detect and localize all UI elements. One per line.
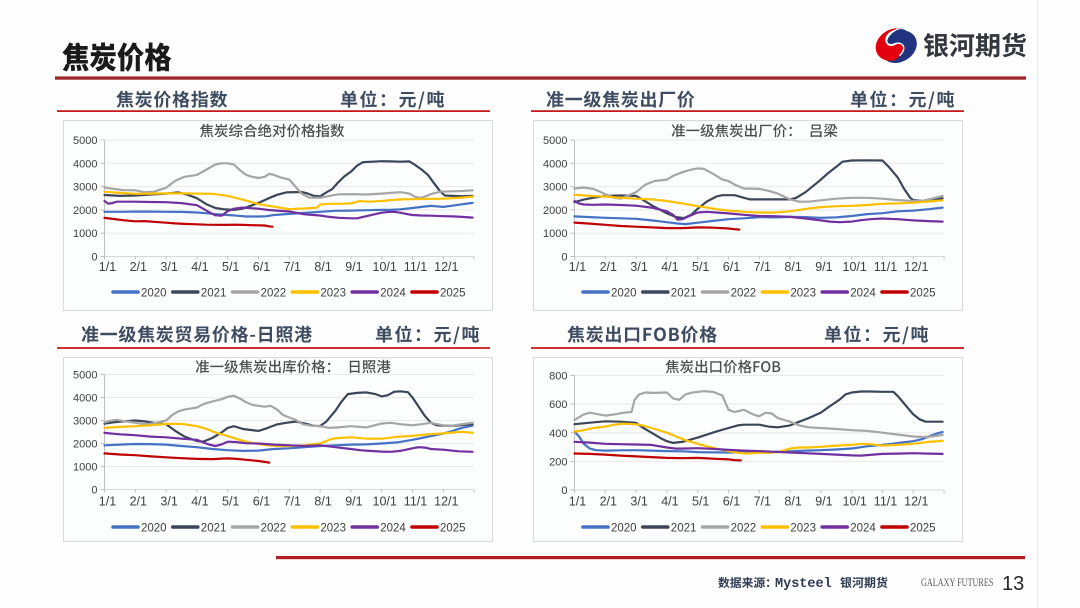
svg-text:7/1: 7/1 bbox=[284, 260, 301, 274]
svg-text:1/1: 1/1 bbox=[99, 260, 116, 274]
svg-text:2000: 2000 bbox=[543, 205, 567, 217]
svg-text:5/1: 5/1 bbox=[222, 495, 239, 509]
svg-text:2022: 2022 bbox=[731, 288, 757, 300]
svg-text:5/1: 5/1 bbox=[692, 495, 709, 509]
svg-text:2024: 2024 bbox=[850, 523, 876, 535]
svg-text:8/1: 8/1 bbox=[314, 495, 331, 509]
svg-text:0: 0 bbox=[561, 485, 567, 497]
svg-text:7/1: 7/1 bbox=[754, 260, 771, 274]
svg-text:12/1: 12/1 bbox=[904, 495, 928, 509]
svg-text:6/1: 6/1 bbox=[253, 495, 270, 509]
svg-text:11/1: 11/1 bbox=[874, 495, 897, 509]
svg-text:2023: 2023 bbox=[320, 288, 346, 300]
svg-text:2025: 2025 bbox=[910, 523, 936, 535]
svg-text:11/1: 11/1 bbox=[404, 260, 427, 274]
svg-text:400: 400 bbox=[549, 428, 567, 440]
svg-text:2020: 2020 bbox=[611, 288, 637, 300]
svg-text:2024: 2024 bbox=[850, 288, 876, 300]
svg-text:0: 0 bbox=[91, 485, 97, 497]
svg-text:6/1: 6/1 bbox=[723, 495, 740, 509]
svg-text:3/1: 3/1 bbox=[630, 260, 647, 274]
svg-text:4000: 4000 bbox=[543, 158, 567, 170]
svg-text:5000: 5000 bbox=[543, 135, 567, 147]
svg-text:9/1: 9/1 bbox=[345, 495, 362, 509]
svg-text:2023: 2023 bbox=[790, 523, 816, 535]
svg-text:7/1: 7/1 bbox=[284, 495, 301, 509]
svg-text:8/1: 8/1 bbox=[784, 495, 801, 509]
svg-text:10/1: 10/1 bbox=[843, 495, 867, 509]
svg-text:12/1: 12/1 bbox=[434, 260, 458, 274]
svg-text:12/1: 12/1 bbox=[904, 260, 928, 274]
svg-text:200: 200 bbox=[549, 456, 567, 468]
svg-text:3000: 3000 bbox=[73, 416, 97, 428]
svg-text:2022: 2022 bbox=[261, 523, 287, 535]
svg-text:3000: 3000 bbox=[543, 182, 567, 194]
svg-text:2020: 2020 bbox=[141, 523, 167, 535]
svg-text:2/1: 2/1 bbox=[600, 260, 617, 274]
svg-text:0: 0 bbox=[561, 252, 567, 264]
svg-text:9/1: 9/1 bbox=[815, 260, 832, 274]
svg-text:GALAXY FUTURES: GALAXY FUTURES bbox=[921, 577, 994, 590]
svg-text:10/1: 10/1 bbox=[373, 495, 397, 509]
svg-text:4/1: 4/1 bbox=[661, 260, 678, 274]
svg-text:0: 0 bbox=[91, 252, 97, 264]
svg-text:4000: 4000 bbox=[73, 393, 97, 405]
svg-text:6/1: 6/1 bbox=[723, 260, 740, 274]
svg-text:11/1: 11/1 bbox=[874, 260, 897, 274]
svg-text:3/1: 3/1 bbox=[160, 260, 177, 274]
svg-text:3/1: 3/1 bbox=[160, 495, 177, 509]
svg-text:2022: 2022 bbox=[731, 523, 757, 535]
svg-text:600: 600 bbox=[549, 399, 567, 411]
svg-text:2020: 2020 bbox=[611, 523, 637, 535]
svg-text:5000: 5000 bbox=[73, 135, 97, 147]
svg-text:5/1: 5/1 bbox=[222, 260, 239, 274]
svg-text:2025: 2025 bbox=[440, 523, 466, 535]
svg-text:8/1: 8/1 bbox=[314, 260, 331, 274]
svg-text:1000: 1000 bbox=[73, 228, 97, 240]
svg-text:1/1: 1/1 bbox=[569, 495, 586, 509]
svg-text:2/1: 2/1 bbox=[130, 260, 147, 274]
svg-text:3/1: 3/1 bbox=[630, 495, 647, 509]
svg-text:2022: 2022 bbox=[261, 288, 287, 300]
svg-text:Mysteel: Mysteel bbox=[775, 577, 832, 592]
svg-text:9/1: 9/1 bbox=[815, 495, 832, 509]
svg-text:7/1: 7/1 bbox=[754, 495, 771, 509]
svg-text:2024: 2024 bbox=[380, 288, 406, 300]
svg-text:2025: 2025 bbox=[910, 288, 936, 300]
svg-text:6/1: 6/1 bbox=[253, 260, 270, 274]
svg-text:11/1: 11/1 bbox=[404, 495, 427, 509]
svg-text:1/1: 1/1 bbox=[99, 495, 116, 509]
svg-text:13: 13 bbox=[1002, 573, 1024, 595]
svg-text:2024: 2024 bbox=[380, 523, 406, 535]
svg-text:4/1: 4/1 bbox=[191, 495, 208, 509]
svg-text:10/1: 10/1 bbox=[843, 260, 867, 274]
svg-text:2000: 2000 bbox=[73, 205, 97, 217]
svg-text:2021: 2021 bbox=[201, 288, 227, 300]
svg-text:2/1: 2/1 bbox=[600, 495, 617, 509]
svg-text:2020: 2020 bbox=[141, 288, 167, 300]
svg-text:2023: 2023 bbox=[320, 523, 346, 535]
svg-text:4000: 4000 bbox=[73, 158, 97, 170]
svg-text:12/1: 12/1 bbox=[434, 495, 458, 509]
svg-text:1000: 1000 bbox=[543, 228, 567, 240]
svg-text:10/1: 10/1 bbox=[373, 260, 397, 274]
svg-text:800: 800 bbox=[549, 371, 567, 383]
svg-text:2000: 2000 bbox=[73, 439, 97, 451]
svg-text:2025: 2025 bbox=[440, 288, 466, 300]
svg-text:5000: 5000 bbox=[73, 370, 97, 382]
svg-text:2023: 2023 bbox=[790, 288, 816, 300]
svg-text:2021: 2021 bbox=[201, 523, 227, 535]
svg-text:1000: 1000 bbox=[73, 462, 97, 474]
svg-text:2/1: 2/1 bbox=[130, 495, 147, 509]
svg-text:4/1: 4/1 bbox=[191, 260, 208, 274]
svg-text:2021: 2021 bbox=[671, 523, 697, 535]
svg-text:1/1: 1/1 bbox=[569, 260, 586, 274]
svg-text:2021: 2021 bbox=[671, 288, 697, 300]
svg-text:4/1: 4/1 bbox=[661, 495, 678, 509]
svg-text:5/1: 5/1 bbox=[692, 260, 709, 274]
svg-text:3000: 3000 bbox=[73, 182, 97, 194]
svg-text:9/1: 9/1 bbox=[345, 260, 362, 274]
svg-text:8/1: 8/1 bbox=[784, 260, 801, 274]
